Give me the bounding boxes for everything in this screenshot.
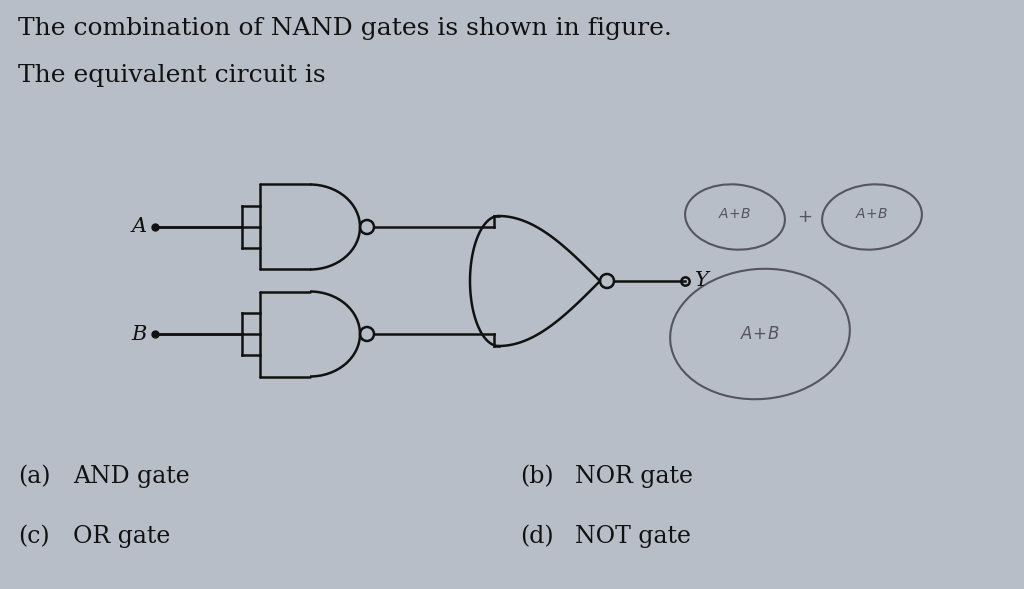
Text: The combination of NAND gates is shown in figure.: The combination of NAND gates is shown i… [18, 17, 672, 40]
Text: AND gate: AND gate [73, 465, 189, 488]
Text: (d): (d) [520, 525, 554, 548]
Text: (b): (b) [520, 465, 554, 488]
Text: $A\!+\!B$: $A\!+\!B$ [718, 207, 752, 221]
Text: A: A [132, 217, 147, 237]
Text: $A\!+\!B$: $A\!+\!B$ [740, 325, 780, 343]
Text: Y: Y [695, 272, 709, 290]
Text: NOR gate: NOR gate [575, 465, 693, 488]
Text: B: B [132, 325, 147, 343]
Text: (c): (c) [18, 525, 49, 548]
Text: NOT gate: NOT gate [575, 525, 691, 548]
Text: The equivalent circuit is: The equivalent circuit is [18, 64, 326, 87]
Text: OR gate: OR gate [73, 525, 170, 548]
Text: $A\!+\!B$: $A\!+\!B$ [855, 207, 889, 221]
Text: $+$: $+$ [798, 208, 813, 226]
Text: (a): (a) [18, 465, 50, 488]
